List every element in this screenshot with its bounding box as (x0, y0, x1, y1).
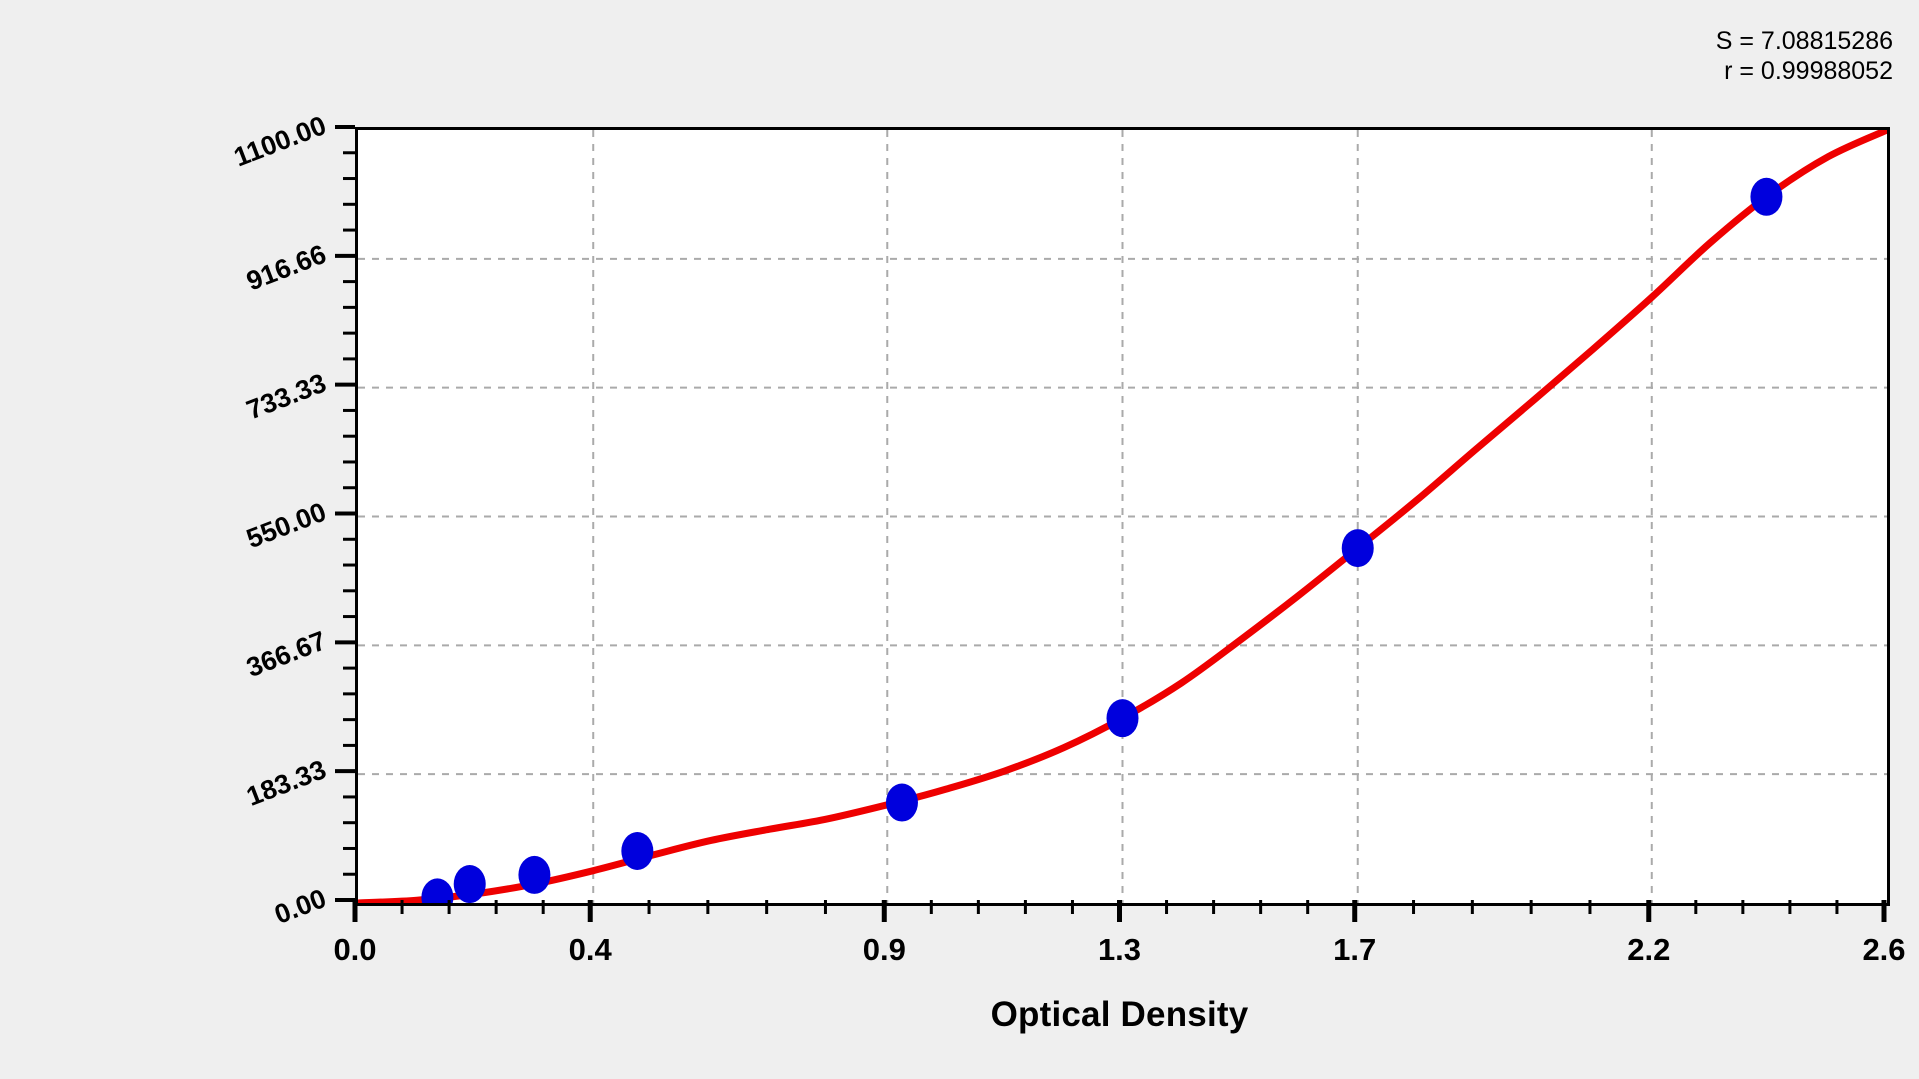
s-value-label: S = 7.08815286 (1715, 27, 1893, 55)
x-tick-label: 1.3 (1097, 932, 1142, 967)
x-tick-label: 0.0 (333, 932, 377, 967)
plot-drawing-surface (358, 130, 1887, 903)
x-tick-label: 1.7 (1333, 932, 1377, 967)
x-tick-label: 2.2 (1627, 932, 1671, 967)
fit-statistics: S = 7.08815286 r = 0.99988052 (1716, 26, 1893, 86)
x-axis-tick-marks (352, 900, 1887, 922)
gridlines (358, 130, 1887, 903)
r-value-label: r = 0.99988052 (1724, 57, 1893, 85)
x-tick-label: 0.9 (862, 932, 906, 967)
x-axis-title: Optical Density (990, 995, 1249, 1034)
x-tick-label: 2.6 (1862, 932, 1906, 967)
x-tick-label: 0.4 (568, 932, 612, 967)
y-axis-tick-marks (335, 125, 355, 902)
plot-area (355, 127, 1890, 906)
data-point-markers (421, 177, 1783, 903)
